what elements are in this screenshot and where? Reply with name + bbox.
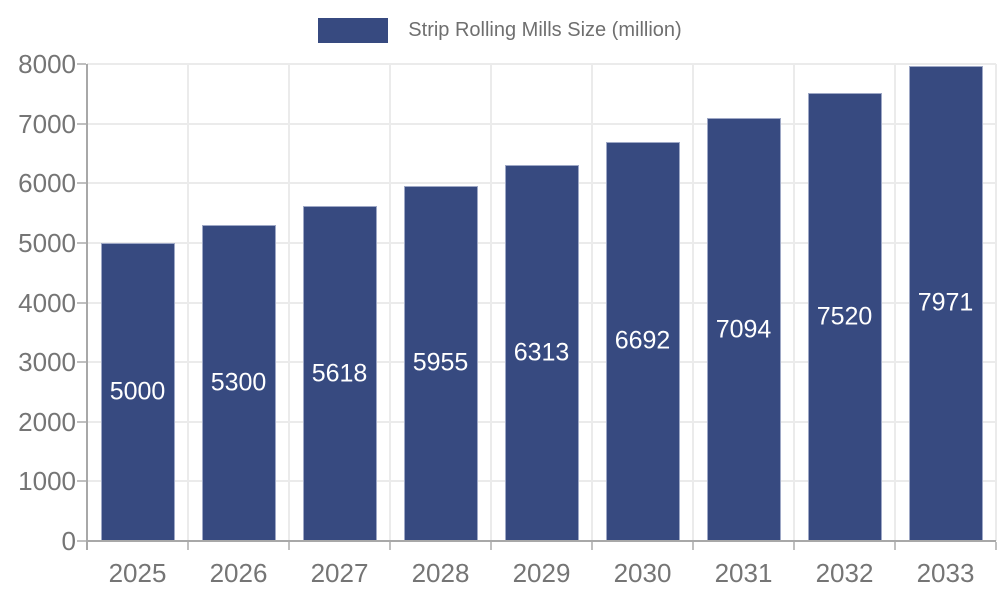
y-axis-line	[86, 64, 88, 549]
bar-value-label: 5000	[109, 377, 166, 406]
bar-value-label: 5618	[311, 359, 368, 387]
bar	[504, 164, 579, 541]
bar-value-label: 6692	[614, 326, 671, 355]
x-axis-tick	[389, 542, 391, 550]
gridline-vertical	[894, 64, 896, 541]
x-axis-tick	[894, 542, 896, 550]
y-tick-label: 0	[61, 526, 76, 556]
x-tick-label: 2027	[310, 558, 369, 588]
bar	[100, 242, 175, 541]
y-axis-tick	[77, 241, 86, 244]
bar	[807, 92, 882, 541]
bar-value-label: 6313	[513, 338, 570, 367]
bar-value-label: 7971	[917, 288, 974, 317]
x-axis-tick	[288, 542, 290, 550]
x-tick-label: 2030	[613, 558, 672, 588]
y-tick-label: 1000	[18, 466, 76, 497]
gridline-vertical	[591, 64, 593, 541]
x-tick-label: 2025	[108, 558, 167, 588]
legend-swatch	[318, 17, 389, 43]
x-tick-label: 2026	[209, 558, 268, 588]
gridline-vertical	[187, 64, 189, 541]
y-tick-label: 7000	[18, 108, 76, 139]
y-axis-tick	[77, 361, 86, 364]
legend-label: Strip Rolling Mills Size (million)	[408, 19, 682, 41]
y-axis-tick	[77, 420, 86, 423]
x-axis-line	[87, 540, 996, 542]
y-axis-tick	[77, 63, 86, 65]
y-axis-tick	[77, 540, 86, 542]
y-tick-label: 3000	[18, 347, 76, 378]
gridline-vertical	[995, 64, 997, 541]
x-tick-label: 2028	[411, 558, 470, 588]
y-tick-label: 5000	[18, 227, 76, 258]
y-axis-tick	[77, 301, 86, 304]
x-axis-tick	[490, 542, 492, 550]
gridline-vertical	[288, 64, 290, 541]
x-axis-tick	[591, 542, 593, 550]
y-axis-tick	[77, 122, 86, 125]
x-axis-tick	[995, 542, 997, 550]
legend-item[interactable]: Strip Rolling Mills Size (million)	[0, 15, 1000, 45]
gridline-vertical	[490, 64, 492, 541]
x-tick-label: 2031	[714, 558, 773, 588]
bar-value-label: 7520	[816, 302, 873, 331]
plot-area: 5000 5300 5618 5955 6313 6692 7094 7520 7971	[77, 63, 997, 550]
gridline-vertical	[389, 64, 391, 541]
bar-value-label: 5300	[210, 368, 267, 397]
bar	[201, 224, 276, 541]
bar	[706, 118, 781, 541]
x-axis-tick	[793, 542, 795, 550]
bar	[403, 185, 478, 541]
y-axis-tick	[77, 480, 86, 483]
bar-value-label: 7094	[715, 315, 772, 343]
bar	[908, 65, 983, 541]
gridline-horizontal	[87, 122, 996, 125]
bar-value-label: 5955	[412, 348, 469, 377]
gridline-vertical	[793, 64, 795, 541]
gridline-vertical	[692, 64, 694, 541]
bar	[302, 206, 377, 541]
x-axis-tick	[692, 542, 694, 550]
x-tick-label: 2029	[512, 558, 571, 588]
y-tick-label: 8000	[18, 49, 76, 79]
bar	[605, 141, 680, 541]
y-tick-label: 6000	[18, 168, 76, 199]
y-tick-label: 2000	[18, 406, 76, 437]
y-axis-tick	[77, 182, 86, 185]
x-axis-tick	[86, 542, 88, 550]
x-axis-tick	[187, 542, 189, 550]
gridline-horizontal	[87, 63, 996, 65]
y-tick-label: 4000	[18, 287, 76, 318]
x-tick-label: 2033	[916, 558, 975, 588]
x-tick-label: 2032	[815, 558, 874, 588]
